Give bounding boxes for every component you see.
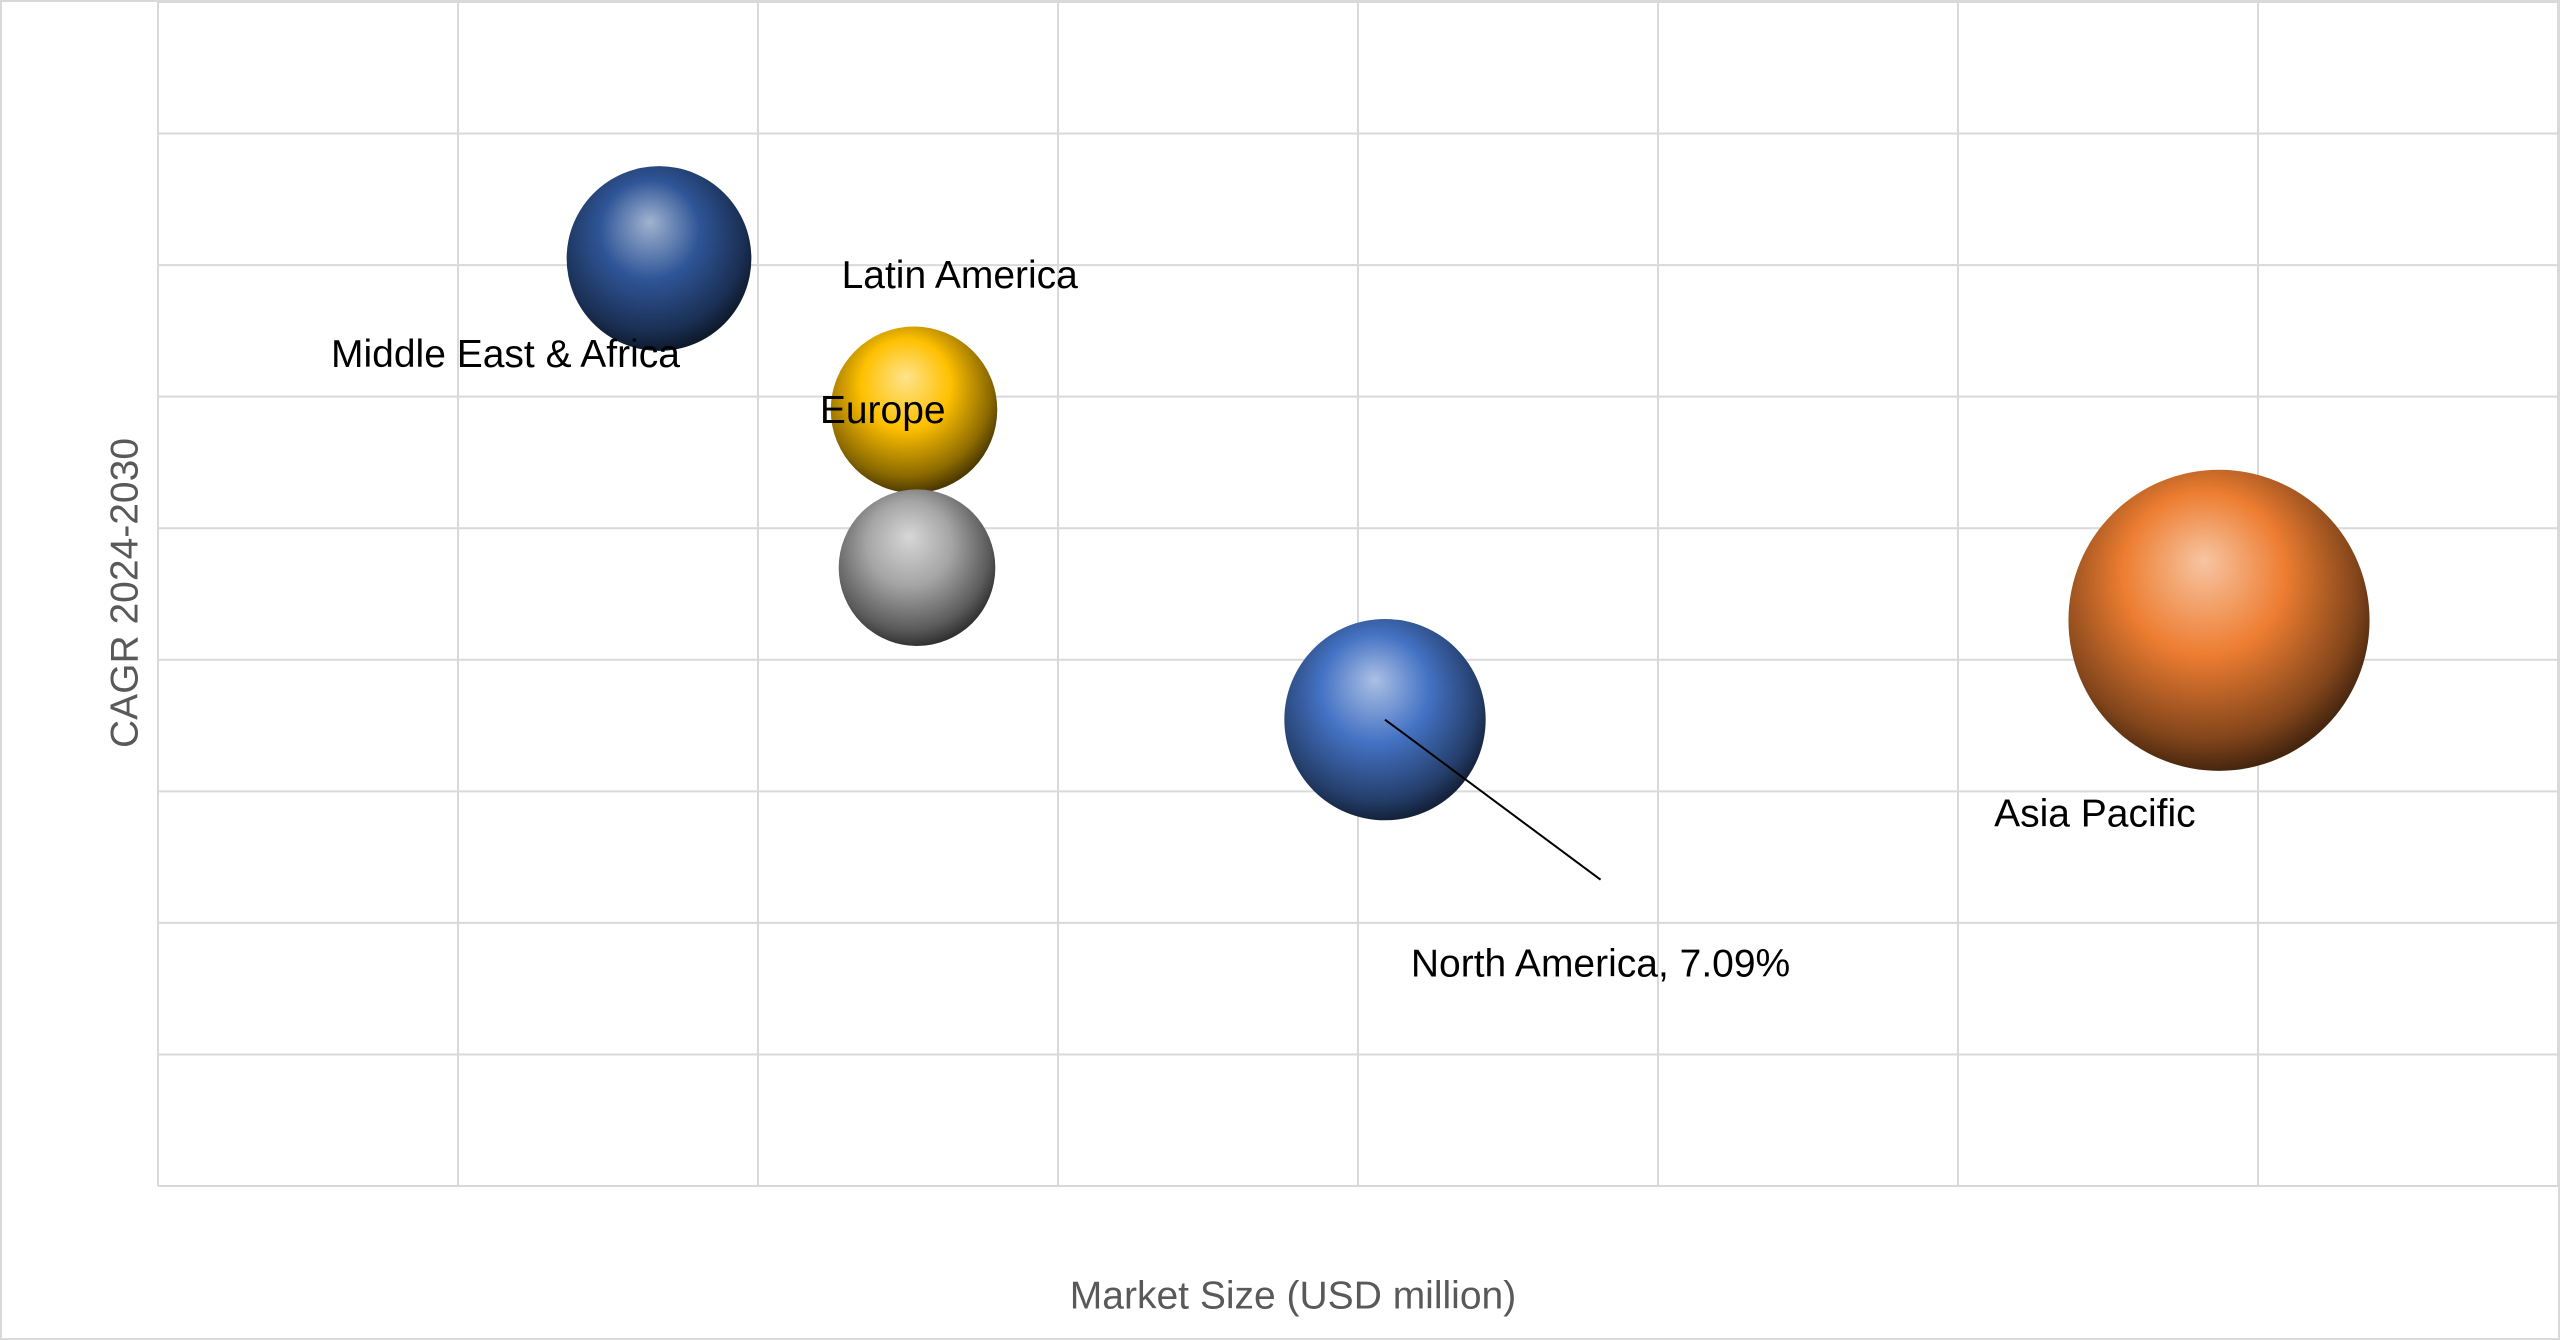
bubble [566,166,752,351]
bubble [2068,469,2370,771]
leader-line [1384,718,1602,881]
x-axis-title: Market Size (USD million) [1070,1274,1516,1317]
bubble [838,489,996,647]
data-label: Europe [820,389,946,432]
bubbles: Middle East & Africa Latin America Europe N… [331,166,2370,986]
data-label: Middle East & Africa [331,333,680,376]
data-label: Latin America [842,254,1079,297]
bubble [830,326,998,494]
data-label: Asia Pacific [1994,793,2196,836]
grid [157,1,2559,1187]
data-label: North America, 7.09% [1411,943,1790,986]
y-axis-title: CAGR 2024-2030 [103,438,146,748]
